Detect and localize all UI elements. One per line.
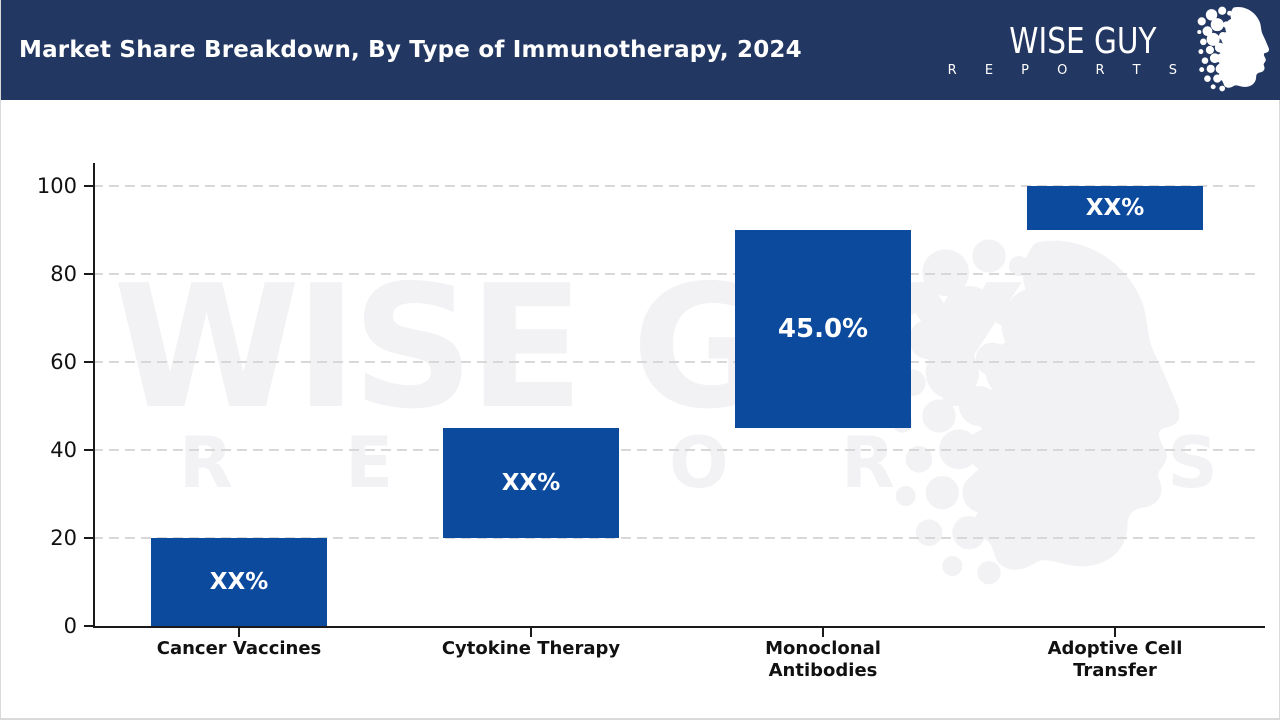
y-tick-mark xyxy=(84,273,93,275)
y-tick-mark xyxy=(84,449,93,451)
logo-wise-guy-label: WISE GUY xyxy=(1008,20,1157,62)
y-tick-label: 100 xyxy=(36,174,77,198)
logo-text: WISE GUY R E P O R T S xyxy=(944,20,1189,78)
gridline-y-60 xyxy=(93,361,1261,363)
y-tick-label: 20 xyxy=(50,526,77,550)
x-category-label: Cancer Vaccines xyxy=(156,638,322,659)
gridline-y-40 xyxy=(93,449,1261,451)
x-axis-spine xyxy=(93,626,1265,628)
gridline-y-100 xyxy=(93,185,1261,187)
header-banner: Market Share Breakdown, By Type of Immun… xyxy=(1,0,1280,100)
chart-title: Market Share Breakdown, By Type of Immun… xyxy=(19,37,802,63)
logo-reports-label: R E P O R T S xyxy=(947,62,1189,78)
x-category-label: Adoptive Cell Transfer xyxy=(1047,638,1183,681)
bar-adoptive-cell-transfer xyxy=(1027,186,1203,230)
x-tick-mark xyxy=(1114,628,1116,637)
bar-value-label: XX% xyxy=(1085,195,1145,221)
y-tick-label: 60 xyxy=(50,350,77,374)
x-category-label: Monoclonal Antibodies xyxy=(765,638,881,681)
bar-cancer-vaccines xyxy=(151,538,327,626)
bar-value-label: 45.0% xyxy=(777,314,869,344)
bar-monoclonal-antibodies xyxy=(735,230,911,428)
y-tick-mark xyxy=(84,625,93,627)
y-axis-spine xyxy=(93,163,95,628)
y-tick-mark xyxy=(84,537,93,539)
bar-value-label: XX% xyxy=(209,569,269,595)
gridline-y-80 xyxy=(93,273,1261,275)
y-tick-mark xyxy=(84,361,93,363)
x-tick-mark xyxy=(530,628,532,637)
y-tick-label: 80 xyxy=(50,262,77,286)
wise-guy-reports-logo: WISE GUY R E P O R T S xyxy=(944,5,1273,95)
y-tick-label: 40 xyxy=(50,438,77,462)
y-tick-label: 0 xyxy=(63,614,77,638)
x-category-label: Cytokine Therapy xyxy=(441,638,621,659)
gridline-y-20 xyxy=(93,537,1261,539)
bar-value-label: XX% xyxy=(501,470,561,496)
bar-cytokine-therapy xyxy=(443,428,619,538)
x-tick-mark xyxy=(238,628,240,637)
y-tick-mark xyxy=(84,185,93,187)
x-tick-mark xyxy=(822,628,824,637)
